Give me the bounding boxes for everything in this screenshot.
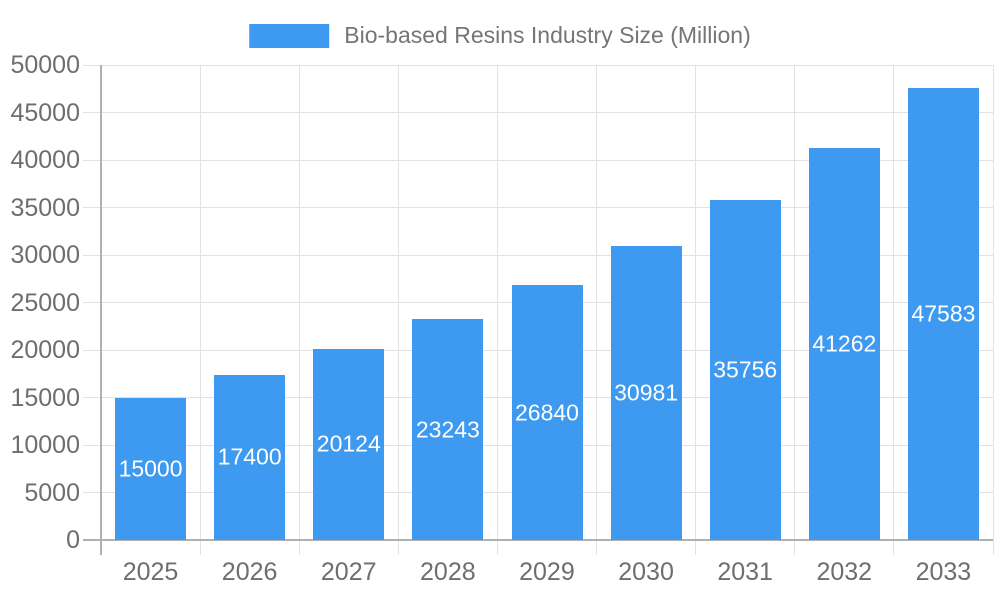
- y-tick-label: 20000: [10, 336, 80, 364]
- x-gridline: [893, 65, 895, 555]
- bar: 23243: [412, 319, 484, 540]
- bar-value-label: 26840: [515, 399, 579, 426]
- bar: 35756: [709, 200, 781, 540]
- y-tick-label: 40000: [10, 146, 80, 174]
- legend: Bio-based Resins Industry Size (Million): [249, 22, 751, 49]
- x-gridline: [397, 65, 399, 555]
- bar-value-label: 41262: [812, 330, 877, 357]
- bar-value-label: 23243: [415, 416, 480, 443]
- bar: 30981: [610, 245, 682, 540]
- y-gridline: [83, 254, 993, 256]
- legend-swatch[interactable]: [249, 23, 330, 48]
- x-tick-label: 2027: [320, 558, 377, 586]
- y-tick-label: 15000: [10, 383, 80, 412]
- x-tick-label: 2028: [420, 558, 476, 586]
- bar-value-label: 17400: [217, 443, 282, 470]
- y-tick-label: 5000: [24, 478, 80, 507]
- x-tick-label: 2029: [519, 558, 575, 586]
- y-axis-line: [100, 65, 102, 555]
- y-gridline: [83, 207, 993, 208]
- y-gridline: [83, 159, 993, 161]
- bar: 47583: [907, 87, 979, 540]
- y-tick-label: 50000: [10, 51, 80, 79]
- x-tick-label: 2033: [915, 558, 972, 586]
- x-tick-label: 2032: [816, 558, 873, 586]
- bar-value-label: 35756: [713, 356, 778, 383]
- y-tick-label: 30000: [10, 241, 80, 269]
- plot-area: 15000 17400 20124 23243 26840 30981 35756 41262…: [83, 64, 994, 555]
- y-tick-label: 35000: [10, 193, 80, 222]
- x-tick-label: 2030: [618, 558, 674, 586]
- bar-value-label: 20124: [316, 430, 381, 457]
- x-tick-label: 2031: [717, 558, 773, 586]
- bar: 20124: [313, 348, 385, 540]
- x-axis-line: [83, 539, 993, 541]
- x-gridline: [992, 65, 994, 555]
- bar-value-label: 30981: [614, 379, 679, 406]
- y-gridline: [83, 112, 993, 113]
- x-gridline: [496, 65, 498, 555]
- bar: 15000: [115, 397, 187, 540]
- y-tick-label: 10000: [10, 431, 80, 459]
- legend-label[interactable]: Bio-based Resins Industry Size (Million): [344, 22, 751, 48]
- y-tick-label: 0: [66, 526, 80, 554]
- x-gridline: [298, 65, 300, 555]
- y-tick-label: 45000: [10, 98, 80, 127]
- bar-value-label: 47583: [911, 300, 976, 327]
- x-gridline: [199, 65, 201, 555]
- x-gridline: [695, 65, 697, 555]
- bar: 26840: [511, 285, 583, 540]
- x-gridline: [794, 65, 796, 555]
- y-gridline: [83, 64, 993, 66]
- bar-value-label: 15000: [118, 455, 183, 482]
- x-tick-label: 2025: [122, 558, 179, 586]
- x-gridline: [596, 65, 598, 555]
- y-tick-label: 25000: [10, 288, 80, 317]
- bar: 17400: [214, 374, 286, 540]
- bar: 41262: [808, 148, 880, 540]
- x-tick-label: 2026: [221, 558, 278, 586]
